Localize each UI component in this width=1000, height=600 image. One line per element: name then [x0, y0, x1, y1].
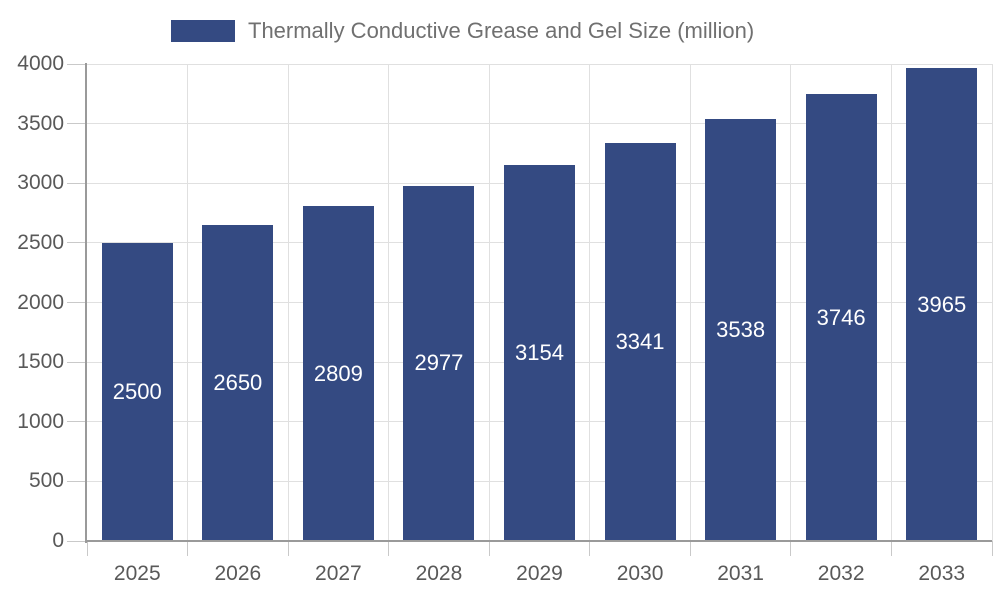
y-axis-tick	[67, 63, 87, 65]
y-axis-tick	[67, 480, 87, 482]
x-tick-label-2027: 2027	[315, 562, 362, 585]
y-tick-label: 2500	[17, 230, 64, 254]
x-gridline	[991, 64, 993, 541]
x-gridline	[589, 64, 591, 541]
x-tick-label-2033: 2033	[918, 562, 966, 585]
y-axis-tick	[67, 540, 87, 542]
bar-2025: 2500	[101, 242, 173, 541]
bar-value-label: 3341	[615, 328, 665, 354]
x-axis-tick	[991, 541, 993, 556]
bar-value-label: 2809	[313, 360, 363, 386]
y-tick-label: 1500	[17, 350, 64, 374]
x-gridline	[187, 64, 189, 541]
x-gridline	[388, 64, 390, 541]
y-tick-label: 2000	[17, 290, 64, 314]
bar-value-label: 2977	[414, 350, 464, 376]
y-axis-line	[85, 63, 87, 543]
y-gridline	[87, 63, 992, 65]
bar-2030: 3341	[604, 142, 676, 541]
x-axis-line	[85, 540, 992, 542]
y-tick-label: 500	[28, 469, 64, 493]
y-axis-tick	[67, 361, 87, 363]
bar-2026: 2650	[202, 224, 274, 541]
y-tick-label: 1000	[17, 409, 64, 433]
x-axis-tick	[890, 541, 892, 556]
x-gridline	[890, 64, 892, 541]
x-tick-label-2026: 2026	[214, 562, 262, 585]
x-gridline	[790, 64, 792, 541]
bar-2028: 2977	[403, 185, 475, 541]
x-axis-tick	[187, 541, 189, 556]
y-tick-label: 3000	[17, 171, 64, 195]
bar-2031: 3538	[705, 119, 777, 541]
x-axis-tick	[287, 541, 289, 556]
legend-item[interactable]: Thermally Conductive Grease and Gel Size…	[171, 16, 754, 46]
bar-value-label: 2650	[213, 369, 263, 395]
x-gridline	[488, 64, 490, 541]
x-tick-label-2031: 2031	[717, 562, 764, 585]
bar-value-label: 3154	[515, 339, 564, 365]
x-axis-tick	[388, 541, 390, 556]
x-axis-tick	[488, 541, 490, 556]
y-tick-label: 0	[52, 529, 64, 552]
bar-value-label: 3746	[816, 304, 866, 330]
bar-value-label: 3965	[917, 291, 967, 317]
x-axis-tick	[689, 541, 691, 556]
x-gridline	[287, 64, 289, 541]
bar-2033: 3965	[906, 68, 978, 541]
x-tick-label-2029: 2029	[516, 562, 563, 585]
x-axis-tick	[589, 541, 591, 556]
y-tick-label: 3500	[17, 111, 64, 135]
y-axis-tick	[67, 242, 87, 244]
bar-value-label: 2500	[112, 378, 162, 404]
y-axis-tick	[67, 302, 87, 303]
legend-label: Thermally Conductive Grease and Gel Size…	[248, 18, 755, 43]
x-axis-tick	[86, 541, 88, 556]
x-tick-label-2025: 2025	[113, 562, 161, 585]
x-axis-tick	[790, 541, 792, 556]
bar-2027: 2809	[302, 206, 374, 541]
x-gridline	[689, 64, 691, 541]
y-axis-tick	[67, 421, 87, 423]
bar-2029: 3154	[504, 164, 575, 541]
y-gridline	[87, 123, 992, 125]
y-axis-tick	[67, 123, 87, 125]
bar-value-label: 3538	[716, 317, 766, 343]
x-tick-label-2032: 2032	[817, 562, 865, 585]
x-tick-label-2030: 2030	[616, 562, 664, 585]
bar-2032: 3746	[805, 94, 877, 541]
x-tick-label-2028: 2028	[415, 562, 463, 585]
y-axis-tick	[67, 182, 87, 184]
y-tick-label: 4000	[17, 52, 64, 75]
legend-swatch	[171, 20, 235, 42]
